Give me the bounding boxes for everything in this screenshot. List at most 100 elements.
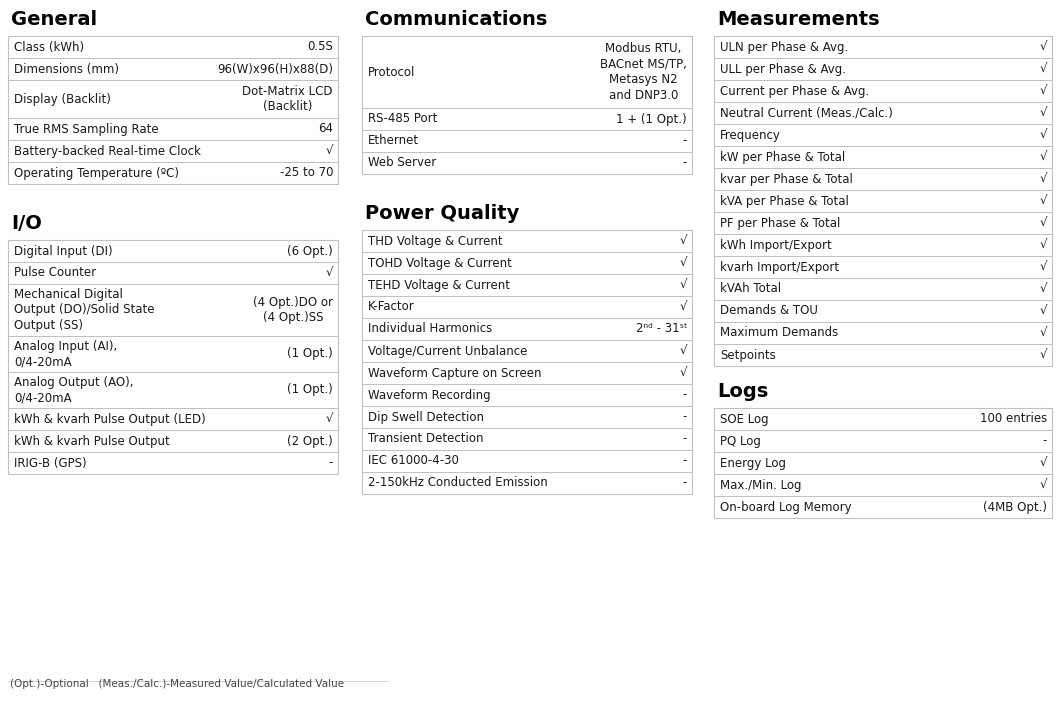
Text: kWh Import/Export: kWh Import/Export (720, 238, 832, 252)
Text: (Opt.)-Optional   (Meas./Calc.)-Measured Value/Calculated Value: (Opt.)-Optional (Meas./Calc.)-Measured V… (10, 679, 344, 689)
Text: Battery-backed Real-time Clock: Battery-backed Real-time Clock (14, 144, 201, 158)
Text: -: - (683, 455, 687, 467)
Text: √: √ (1040, 151, 1047, 163)
Text: Dot-Matrix LCD
(Backlit): Dot-Matrix LCD (Backlit) (243, 85, 333, 113)
Text: √: √ (1040, 349, 1047, 361)
Text: Communications: Communications (365, 10, 547, 29)
Text: 96(W)x96(H)x88(D): 96(W)x96(H)x88(D) (217, 62, 333, 76)
Text: kvar per Phase & Total: kvar per Phase & Total (720, 173, 853, 185)
Text: √: √ (1040, 479, 1047, 491)
Text: kW per Phase & Total: kW per Phase & Total (720, 151, 845, 163)
Text: Operating Temperature (ºC): Operating Temperature (ºC) (14, 167, 179, 180)
Text: 2-150kHz Conducted Emission: 2-150kHz Conducted Emission (368, 477, 548, 489)
Text: Digital Input (DI): Digital Input (DI) (14, 245, 112, 257)
Text: -: - (683, 411, 687, 423)
Text: Web Server: Web Server (368, 156, 437, 170)
Text: √: √ (1040, 283, 1047, 296)
Text: Voltage/Current Unbalance: Voltage/Current Unbalance (368, 344, 528, 358)
Text: Dimensions (mm): Dimensions (mm) (14, 62, 119, 76)
Text: TOHD Voltage & Current: TOHD Voltage & Current (368, 257, 512, 269)
Text: √: √ (679, 300, 687, 313)
Text: Logs: Logs (717, 382, 768, 401)
Text: (6 Opt.): (6 Opt.) (287, 245, 333, 257)
Bar (363, 230, 692, 494)
Bar (363, 36, 692, 174)
Text: 100 entries: 100 entries (979, 412, 1047, 426)
Text: Setpoints: Setpoints (720, 349, 776, 361)
Text: kWh & kvarh Pulse Output: kWh & kvarh Pulse Output (14, 435, 170, 448)
Text: SOE Log: SOE Log (720, 412, 768, 426)
Text: 0.5S: 0.5S (307, 40, 333, 54)
Bar (8, 240, 338, 474)
Text: Display (Backlit): Display (Backlit) (14, 93, 111, 105)
Text: -: - (683, 477, 687, 489)
Text: ULN per Phase & Avg.: ULN per Phase & Avg. (720, 40, 848, 54)
Text: THD Voltage & Current: THD Voltage & Current (368, 235, 502, 247)
Text: -: - (329, 457, 333, 469)
Text: TEHD Voltage & Current: TEHD Voltage & Current (368, 279, 510, 291)
Text: Analog Output (AO),
0/4-20mA: Analog Output (AO), 0/4-20mA (14, 375, 134, 404)
Text: Analog Input (AI),
0/4-20mA: Analog Input (AI), 0/4-20mA (14, 340, 118, 368)
Text: -25 to 70: -25 to 70 (280, 167, 333, 180)
Text: kVAh Total: kVAh Total (720, 283, 781, 296)
Text: Protocol: Protocol (368, 66, 416, 78)
Text: True RMS Sampling Rate: True RMS Sampling Rate (14, 122, 159, 136)
Text: √: √ (1040, 85, 1047, 98)
Text: -: - (683, 389, 687, 402)
Text: √: √ (1040, 216, 1047, 230)
Text: -: - (683, 156, 687, 170)
Text: √: √ (1040, 457, 1047, 469)
Text: √: √ (679, 257, 687, 269)
Text: -: - (683, 433, 687, 445)
Text: General: General (11, 10, 98, 29)
Text: Waveform Capture on Screen: Waveform Capture on Screen (368, 366, 542, 380)
Text: Current per Phase & Avg.: Current per Phase & Avg. (720, 85, 869, 98)
Text: Energy Log: Energy Log (720, 457, 787, 469)
Text: Modbus RTU,
BACnet MS/TP,
Metasys N2
and DNP3.0: Modbus RTU, BACnet MS/TP, Metasys N2 and… (600, 42, 687, 102)
Text: Mechanical Digital
Output (DO)/Solid State
Output (SS): Mechanical Digital Output (DO)/Solid Sta… (14, 288, 155, 332)
Text: √: √ (1040, 305, 1047, 317)
Text: Max./Min. Log: Max./Min. Log (720, 479, 801, 491)
Text: (1 Opt.): (1 Opt.) (287, 383, 333, 397)
Text: √: √ (1040, 107, 1047, 119)
Text: RS-485 Port: RS-485 Port (368, 112, 438, 126)
Text: Waveform Recording: Waveform Recording (368, 389, 491, 402)
Text: Measurements: Measurements (717, 10, 880, 29)
Text: Dip Swell Detection: Dip Swell Detection (368, 411, 484, 423)
Text: Power Quality: Power Quality (365, 204, 519, 223)
Text: IRIG-B (GPS): IRIG-B (GPS) (14, 457, 87, 469)
Text: √: √ (1040, 327, 1047, 339)
Text: √: √ (1040, 194, 1047, 207)
Text: Class (kWh): Class (kWh) (14, 40, 84, 54)
Text: 64: 64 (318, 122, 333, 136)
Bar (714, 408, 1052, 518)
Text: √: √ (679, 279, 687, 291)
Text: Demands & TOU: Demands & TOU (720, 305, 818, 317)
Bar (714, 36, 1052, 366)
Text: Neutral Current (Meas./Calc.): Neutral Current (Meas./Calc.) (720, 107, 893, 119)
Text: 2ⁿᵈ - 31ˢᵗ: 2ⁿᵈ - 31ˢᵗ (636, 322, 687, 336)
Text: -: - (1043, 435, 1047, 448)
Text: PF per Phase & Total: PF per Phase & Total (720, 216, 841, 230)
Text: (1 Opt.): (1 Opt.) (287, 348, 333, 361)
Text: Frequency: Frequency (720, 129, 781, 141)
Text: Transient Detection: Transient Detection (368, 433, 483, 445)
Text: IEC 61000-4-30: IEC 61000-4-30 (368, 455, 459, 467)
Text: √: √ (325, 144, 333, 158)
Text: -: - (683, 134, 687, 148)
Bar (8, 36, 338, 184)
Text: √: √ (679, 235, 687, 247)
Text: √: √ (1040, 129, 1047, 141)
Text: PQ Log: PQ Log (720, 435, 761, 448)
Text: kVA per Phase & Total: kVA per Phase & Total (720, 194, 849, 207)
Text: kWh & kvarh Pulse Output (LED): kWh & kvarh Pulse Output (LED) (14, 412, 206, 426)
Text: kvarh Import/Export: kvarh Import/Export (720, 260, 840, 274)
Text: √: √ (1040, 62, 1047, 76)
Text: √: √ (1040, 40, 1047, 54)
Text: √: √ (1040, 260, 1047, 274)
Text: ULL per Phase & Avg.: ULL per Phase & Avg. (720, 62, 846, 76)
Text: K-Factor: K-Factor (368, 300, 414, 313)
Text: I/O: I/O (11, 214, 42, 233)
Text: Maximum Demands: Maximum Demands (720, 327, 838, 339)
Text: Individual Harmonics: Individual Harmonics (368, 322, 492, 336)
